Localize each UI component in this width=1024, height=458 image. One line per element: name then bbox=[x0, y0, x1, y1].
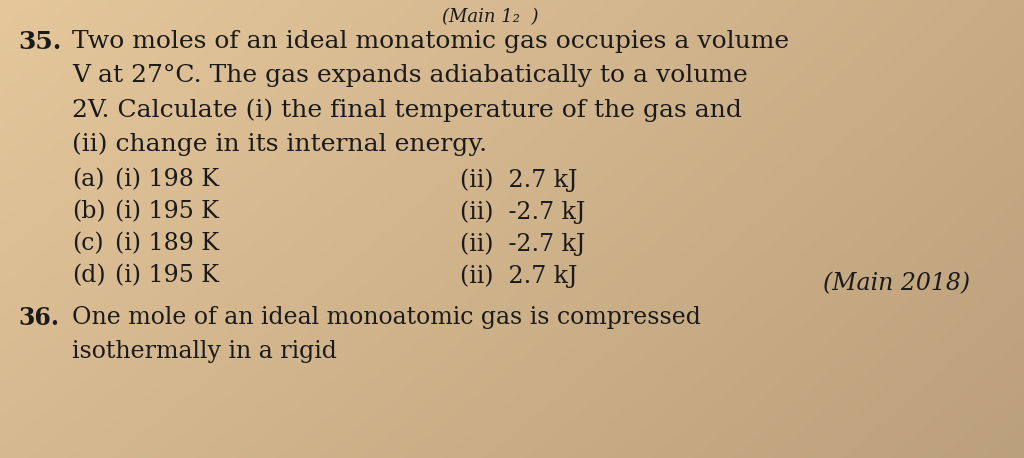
Text: One mole of an ideal monoatomic gas is compressed: One mole of an ideal monoatomic gas is c… bbox=[72, 306, 700, 329]
Text: (i) 198 K: (i) 198 K bbox=[115, 168, 219, 191]
Text: (b): (b) bbox=[72, 200, 105, 223]
Text: (c): (c) bbox=[72, 232, 103, 255]
Text: (d): (d) bbox=[72, 264, 105, 287]
Text: V at 27°C. The gas expands adiabatically to a volume: V at 27°C. The gas expands adiabatically… bbox=[72, 64, 748, 87]
Text: (Main 1₂  ): (Main 1₂ ) bbox=[441, 8, 539, 26]
Text: (ii) change in its internal energy.: (ii) change in its internal energy. bbox=[72, 132, 487, 156]
Text: 2V. Calculate (i) the final temperature of the gas and: 2V. Calculate (i) the final temperature … bbox=[72, 98, 741, 121]
Text: (i) 195 K: (i) 195 K bbox=[115, 264, 219, 287]
Text: isothermally in a rigid: isothermally in a rigid bbox=[72, 340, 337, 363]
Text: (i) 189 K: (i) 189 K bbox=[115, 232, 219, 255]
Text: (Main 2018): (Main 2018) bbox=[823, 272, 970, 295]
Text: (ii)  -2.7 kJ: (ii) -2.7 kJ bbox=[460, 232, 586, 256]
Text: Two moles of an ideal monatomic gas occupies a volume: Two moles of an ideal monatomic gas occu… bbox=[72, 30, 790, 53]
Text: (a): (a) bbox=[72, 168, 104, 191]
Text: (ii)  -2.7 kJ: (ii) -2.7 kJ bbox=[460, 200, 586, 224]
Text: 36.: 36. bbox=[18, 306, 59, 330]
Text: (ii)  2.7 kJ: (ii) 2.7 kJ bbox=[460, 264, 578, 288]
Text: (i) 195 K: (i) 195 K bbox=[115, 200, 219, 223]
Text: (ii)  2.7 kJ: (ii) 2.7 kJ bbox=[460, 168, 578, 191]
Text: 35.: 35. bbox=[18, 30, 61, 54]
